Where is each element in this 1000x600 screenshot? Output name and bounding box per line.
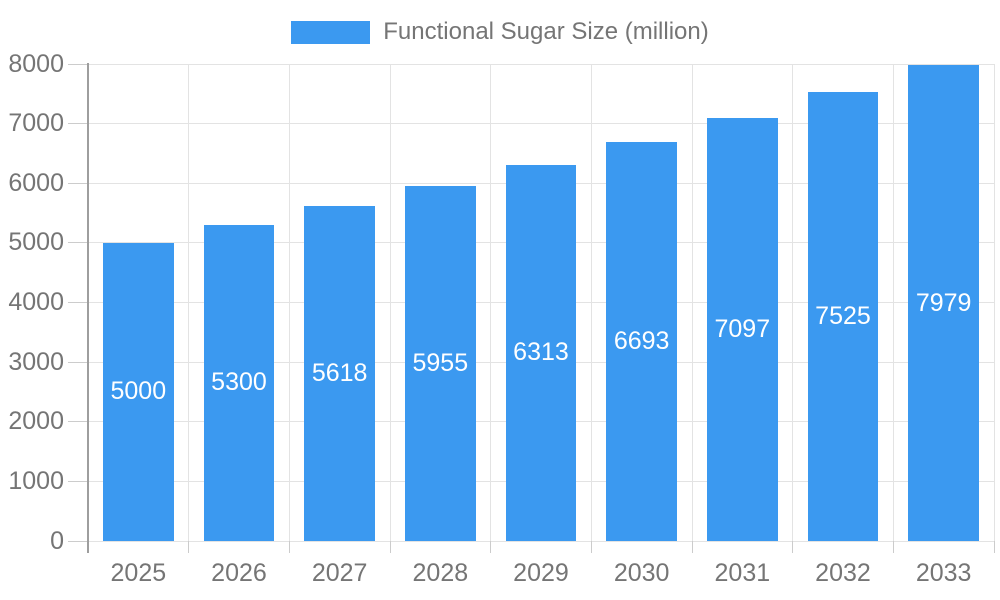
y-gridline xyxy=(88,123,994,125)
y-axis-tick xyxy=(68,63,88,65)
legend[interactable]: Functional Sugar Size (million) xyxy=(0,20,1000,44)
y-axis-tick xyxy=(68,421,88,423)
bar-value-label: 6693 xyxy=(613,326,670,355)
y-axis-tick xyxy=(68,361,88,363)
x-gridline xyxy=(892,64,894,541)
x-axis-label: 2033 xyxy=(915,559,972,587)
bar-value-label: 5300 xyxy=(211,368,267,397)
bar-value-label: 5000 xyxy=(110,377,167,406)
bar[interactable]: 7097 xyxy=(707,117,778,541)
y-axis-tick xyxy=(68,182,88,184)
bar[interactable]: 5000 xyxy=(103,242,174,541)
bar[interactable]: 7979 xyxy=(908,65,979,541)
x-axis-tick xyxy=(490,541,492,553)
legend-label: Functional Sugar Size (million) xyxy=(383,18,709,45)
y-axis-label: 3000 xyxy=(8,347,64,376)
bar-value-label: 7979 xyxy=(915,288,972,317)
x-axis-tick xyxy=(590,541,592,553)
x-gridline xyxy=(792,64,794,541)
x-axis-label: 2026 xyxy=(211,559,267,587)
x-axis-label: 2032 xyxy=(815,559,871,587)
y-axis-tick xyxy=(68,123,88,125)
x-gridline xyxy=(993,64,995,541)
bar[interactable]: 6693 xyxy=(606,141,677,541)
y-axis-label: 7000 xyxy=(8,109,64,138)
x-gridline xyxy=(389,64,391,541)
y-axis-label: 5000 xyxy=(8,228,64,257)
x-axis-label: 2030 xyxy=(613,559,670,587)
x-axis-label: 2027 xyxy=(311,559,368,587)
bar-value-label: 7097 xyxy=(714,314,771,343)
x-axis-tick xyxy=(288,541,290,553)
bar[interactable]: 6313 xyxy=(505,164,577,541)
y-axis-tick xyxy=(68,302,88,303)
y-axis-label: 6000 xyxy=(8,168,64,197)
x-axis-label: 2031 xyxy=(714,559,771,587)
y-axis-tick xyxy=(68,242,88,244)
y-gridline xyxy=(88,540,994,542)
x-axis-label: 2029 xyxy=(513,559,569,587)
y-axis-label: 8000 xyxy=(8,49,64,78)
x-gridline xyxy=(288,64,290,541)
bar-value-label: 5618 xyxy=(311,359,368,387)
bar[interactable]: 5618 xyxy=(304,206,375,541)
legend-swatch-icon xyxy=(291,20,371,44)
x-axis-tick xyxy=(993,541,995,553)
y-gridline xyxy=(88,63,994,65)
y-axis-label: 0 xyxy=(50,526,64,555)
x-gridline xyxy=(691,64,693,541)
y-axis-tick xyxy=(68,540,88,542)
y-axis-label: 2000 xyxy=(8,407,64,436)
y-axis-line xyxy=(87,63,89,553)
x-gridline xyxy=(590,64,592,541)
x-axis-tick xyxy=(188,541,190,553)
x-axis-label: 2028 xyxy=(412,559,469,587)
bar-value-label: 5955 xyxy=(412,348,469,377)
bar[interactable]: 7525 xyxy=(807,92,879,541)
x-axis-tick xyxy=(792,541,794,553)
y-axis-tick xyxy=(68,480,88,482)
x-gridline xyxy=(490,64,492,541)
bar[interactable]: 5300 xyxy=(203,224,275,541)
bar-value-label: 7525 xyxy=(815,302,871,331)
y-axis-label: 4000 xyxy=(8,288,64,316)
x-gridline xyxy=(188,64,190,541)
bar-value-label: 6313 xyxy=(513,338,569,367)
x-axis-label: 2025 xyxy=(110,559,167,587)
x-axis-tick xyxy=(691,541,693,553)
x-axis-tick xyxy=(892,541,894,553)
bar[interactable]: 5955 xyxy=(405,185,476,541)
x-axis-tick xyxy=(389,541,391,553)
y-axis-label: 1000 xyxy=(8,466,64,495)
